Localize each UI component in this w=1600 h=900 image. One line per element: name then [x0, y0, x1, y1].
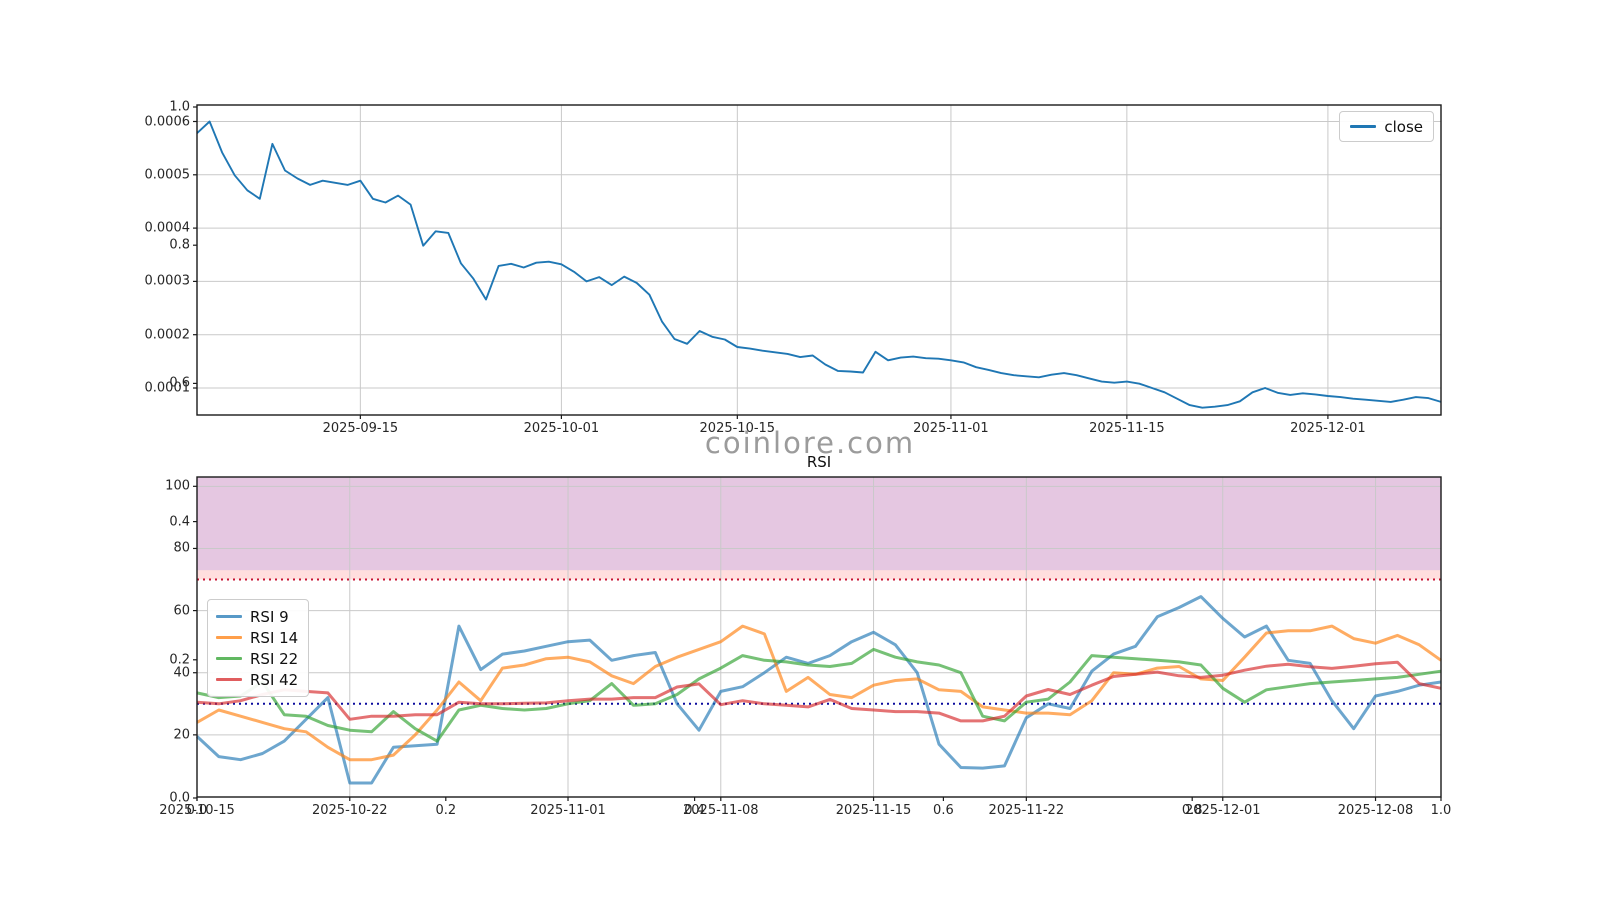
series-line-close	[196, 120, 1442, 409]
legend-row-rsi-9: RSI 9	[216, 606, 298, 627]
x-tick-label: 2025-10-15	[159, 803, 235, 818]
x-tick-label: 2025-11-01	[530, 803, 606, 818]
watermark: coinlore.com	[704, 426, 916, 460]
series-line-rsi-22	[196, 647, 1442, 743]
close-line-swatch	[1350, 125, 1377, 128]
x-tick-label: 2025-11-01	[913, 421, 989, 436]
rsi-14-line-swatch	[216, 636, 242, 639]
legend-row-rsi-22: RSI 22	[216, 648, 298, 669]
legend-row-close: close	[1350, 116, 1423, 137]
x-tick-label: 2025-11-22	[988, 803, 1065, 818]
y-tick-label: 0.0004	[144, 220, 191, 236]
figure-fraction-x-label: 0.4	[684, 803, 705, 818]
x-tick-label: 2025-10-22	[311, 803, 388, 818]
legend-label: RSI 9	[250, 607, 289, 626]
legend-label: RSI 22	[250, 649, 299, 668]
overbought-zone	[197, 477, 1441, 580]
series-line-rsi-9	[195, 595, 1442, 785]
series-line-rsi-14	[196, 624, 1442, 762]
x-tick-label: 2025-11-15	[835, 803, 912, 818]
figure-fraction-x-label: 1.0	[1430, 803, 1452, 818]
figure-fraction-x-label: 0.8	[1181, 803, 1203, 818]
oversold-zone	[197, 477, 1441, 571]
figure-fraction-x-label: 0.6	[933, 803, 954, 818]
y-tick-label: 80	[173, 540, 190, 556]
y-tick-label: 0.0005	[144, 167, 191, 183]
legend-rsi: RSI 9 RSI 14 RSI 22 RSI 42	[207, 599, 310, 697]
figure-fraction-y-label: 0.2	[169, 652, 190, 668]
figure-fraction-y-label: 1.0	[169, 99, 190, 115]
x-tick-label: 2025-09-15	[322, 421, 399, 436]
legend-close-label: close	[1384, 117, 1423, 136]
figure-fraction-x-label: 0.2	[435, 803, 457, 818]
y-tick-label: 60	[173, 603, 190, 619]
y-tick-label: 0.0006	[144, 114, 191, 129]
x-tick-label: 2025-12-01	[1184, 803, 1261, 818]
figure-fraction-y-label: 0.4	[169, 514, 190, 530]
figure-fraction-y-label: 0.0	[169, 790, 190, 806]
figure-fraction-y-label: 0.8	[169, 237, 190, 253]
rsi-42-line-swatch	[216, 678, 242, 681]
x-tick-label: 2025-12-08	[1337, 803, 1414, 818]
rsi-22-line-swatch	[216, 657, 242, 660]
legend-close: close	[1339, 111, 1434, 142]
y-tick-label: 0.0002	[144, 327, 191, 343]
x-tick-label: 2025-11-15	[1089, 421, 1165, 436]
x-tick-label: 2025-10-15	[699, 421, 776, 436]
legend-row-rsi-14: RSI 14	[216, 627, 298, 648]
y-tick-label: 0.0003	[144, 273, 191, 289]
y-tick-label: 40	[173, 665, 190, 681]
legend-label: RSI 42	[250, 670, 299, 689]
rsi-chart-title: RSI	[806, 453, 832, 471]
legend-label: RSI 14	[250, 628, 299, 647]
figure-fraction-y-label: 0.6	[169, 375, 190, 391]
axes-frame	[196, 476, 1442, 798]
rsi-9-line-swatch	[216, 615, 242, 618]
x-tick-label: 2025-12-01	[1290, 421, 1366, 436]
y-tick-label: 20	[173, 727, 190, 743]
y-tick-label: 0.0001	[144, 380, 191, 396]
x-tick-label: 2025-11-08	[683, 803, 759, 818]
x-tick-label: 2025-10-01	[523, 421, 600, 436]
legend-row-rsi-42: RSI 42	[216, 669, 298, 690]
axes-frame	[196, 104, 1442, 416]
y-tick-label: 100	[165, 478, 190, 494]
series-line-rsi-42	[196, 660, 1442, 723]
figure-fraction-x-label: 0.0	[186, 803, 208, 818]
